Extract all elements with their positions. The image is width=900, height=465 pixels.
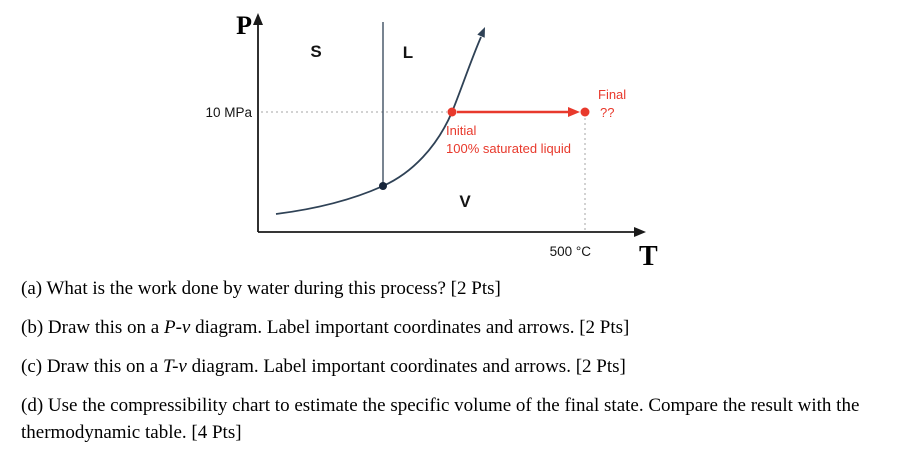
- t-axis-arrowhead: [634, 227, 646, 237]
- vapor-region-label: V: [459, 192, 471, 211]
- process-arrowhead: [568, 107, 580, 117]
- p-axis-label: P: [236, 11, 252, 40]
- initial-state-description: 100% saturated liquid: [446, 141, 571, 156]
- liquid-region-label: L: [403, 43, 413, 62]
- question-b-suffix: diagram. Label important coordinates and…: [190, 316, 630, 338]
- final-point-dot: [580, 107, 590, 117]
- question-c-diagram-name: T-v: [162, 355, 187, 377]
- t-axis-label: T: [639, 241, 658, 272]
- triple-point-dot: [379, 182, 387, 190]
- solid-region-label: S: [310, 42, 321, 61]
- question-a: (a) What is the work done by water durin…: [21, 278, 501, 299]
- question-b-diagram-name: P-v: [164, 316, 191, 338]
- question-list: (a) What is the work done by water durin…: [21, 276, 883, 459]
- question-c-prefix: (c) Draw this on a: [21, 355, 163, 377]
- question-c-suffix: diagram. Label important coordinates and…: [186, 355, 626, 377]
- saturation-curve: [275, 36, 482, 215]
- final-state-value: ??: [600, 105, 614, 120]
- final-point-label: Final: [598, 87, 626, 102]
- initial-point-label: Initial: [446, 123, 476, 138]
- question-b: (b) Draw this on a P-v diagram. Label im…: [21, 315, 883, 342]
- question-d: (d) Use the compressibility chart to est…: [21, 394, 860, 443]
- temperature-tick-label: 500 °C: [550, 244, 592, 259]
- question-c: (c) Draw this on a T-v diagram. Label im…: [21, 354, 883, 381]
- pt-phase-diagram: P T S L V 10 MPa 500 °C Final ?? Initial…: [205, 11, 658, 272]
- initial-point-dot: [447, 107, 457, 117]
- question-b-prefix: (b) Draw this on a: [21, 316, 164, 338]
- pressure-tick-label: 10 MPa: [205, 105, 252, 120]
- p-axis-arrowhead: [253, 13, 263, 25]
- saturation-curve-arrowhead: [477, 27, 485, 38]
